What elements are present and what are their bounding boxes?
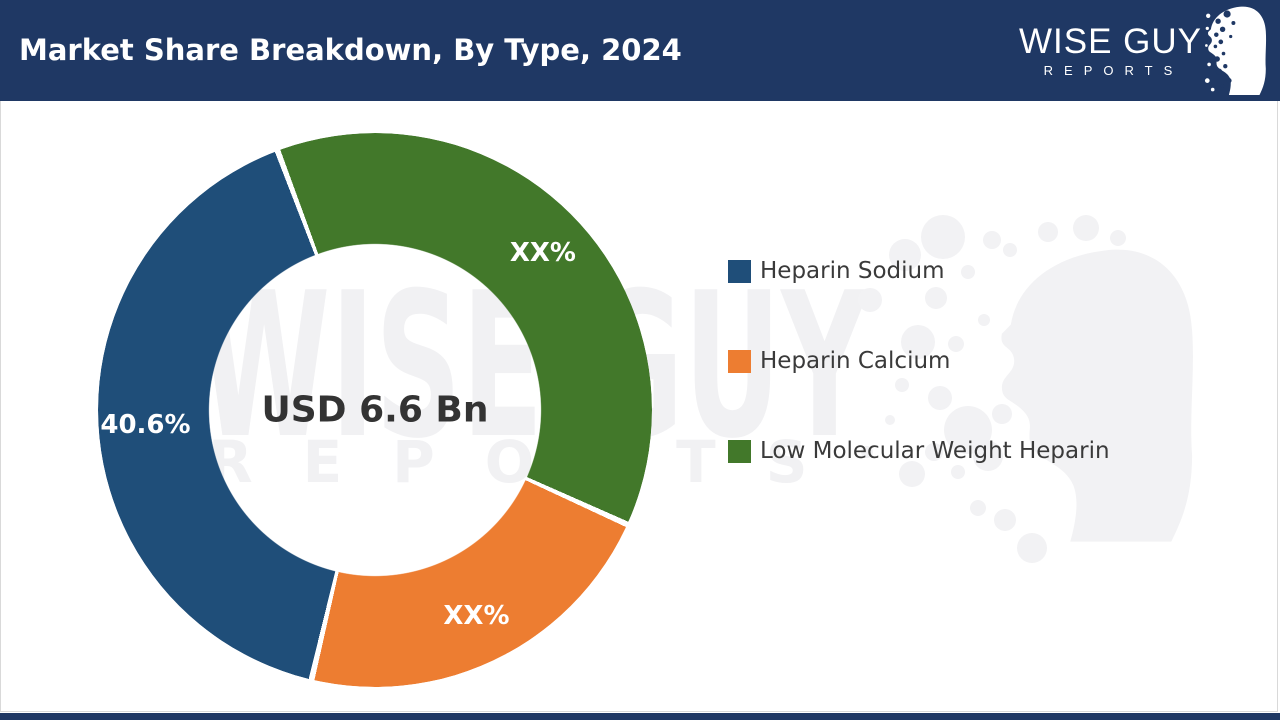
watermark-dot [889,239,921,271]
logo-text: WISE GUY REPORTS [1018,21,1202,78]
segment-label-calcium: XX% [443,601,510,632]
watermark-dot [1017,533,1047,563]
watermark-dot [994,509,1016,531]
watermark-dot [895,378,909,392]
legend-swatch-orange [728,349,751,373]
donut-chart: XX% XX% 40.6% USD 6.6 Bn [98,133,652,687]
footer-bar [0,713,1280,720]
page-title: Market Share Breakdown, By Type, 2024 [19,33,682,67]
watermark-dot [1003,243,1017,257]
logo-wiseguy-label: WISE GUY [1018,21,1202,61]
watermark-dot [1073,215,1099,241]
header-bar: Market Share Breakdown, By Type, 2024 [0,0,1280,101]
segment-label-sodium: 40.6% [100,409,191,440]
watermark-dot [970,500,986,516]
watermark-dot [992,404,1012,424]
donut-ring [98,133,652,687]
legend-swatch-green [728,439,751,463]
watermark-dot [948,336,964,352]
watermark-dot [925,287,947,309]
watermark-dot [973,441,1003,471]
watermark-dot [928,386,952,410]
watermark-dot [961,265,975,279]
legend-item-heparin-calcium: Heparin Calcium [728,348,950,374]
watermark-dot [983,231,1001,249]
watermark-dot [925,443,943,461]
legend-item-lmw-heparin: Low Molecular Weight Heparin [728,438,1110,464]
watermark-dot [901,325,935,359]
segment-label-lmwh: XX% [509,237,576,268]
watermark-dot [921,215,965,259]
watermark-dot [861,446,873,458]
watermark-dot [899,461,925,487]
legend-item-heparin-sodium: Heparin Sodium [728,258,945,284]
watermark-dot [885,415,895,425]
watermark-dot [978,314,990,326]
legend-label: Low Molecular Weight Heparin [760,438,1110,464]
legend-label: Heparin Calcium [760,348,951,374]
watermark-dot [1038,222,1058,242]
legend-label: Heparin Sodium [760,258,945,284]
watermark-head-icon [1001,249,1193,542]
donut-center-value: USD 6.6 Bn [261,389,489,431]
logo-reports-label: REPORTS [1043,62,1184,78]
watermark-dot [858,288,882,312]
watermark-dot [951,465,965,479]
watermark-dot [1110,230,1126,246]
logo-head-icon [1204,6,1267,95]
wise-guy-reports-logo: WISE GUY REPORTS [1019,5,1270,95]
legend-swatch-blue [728,259,751,283]
